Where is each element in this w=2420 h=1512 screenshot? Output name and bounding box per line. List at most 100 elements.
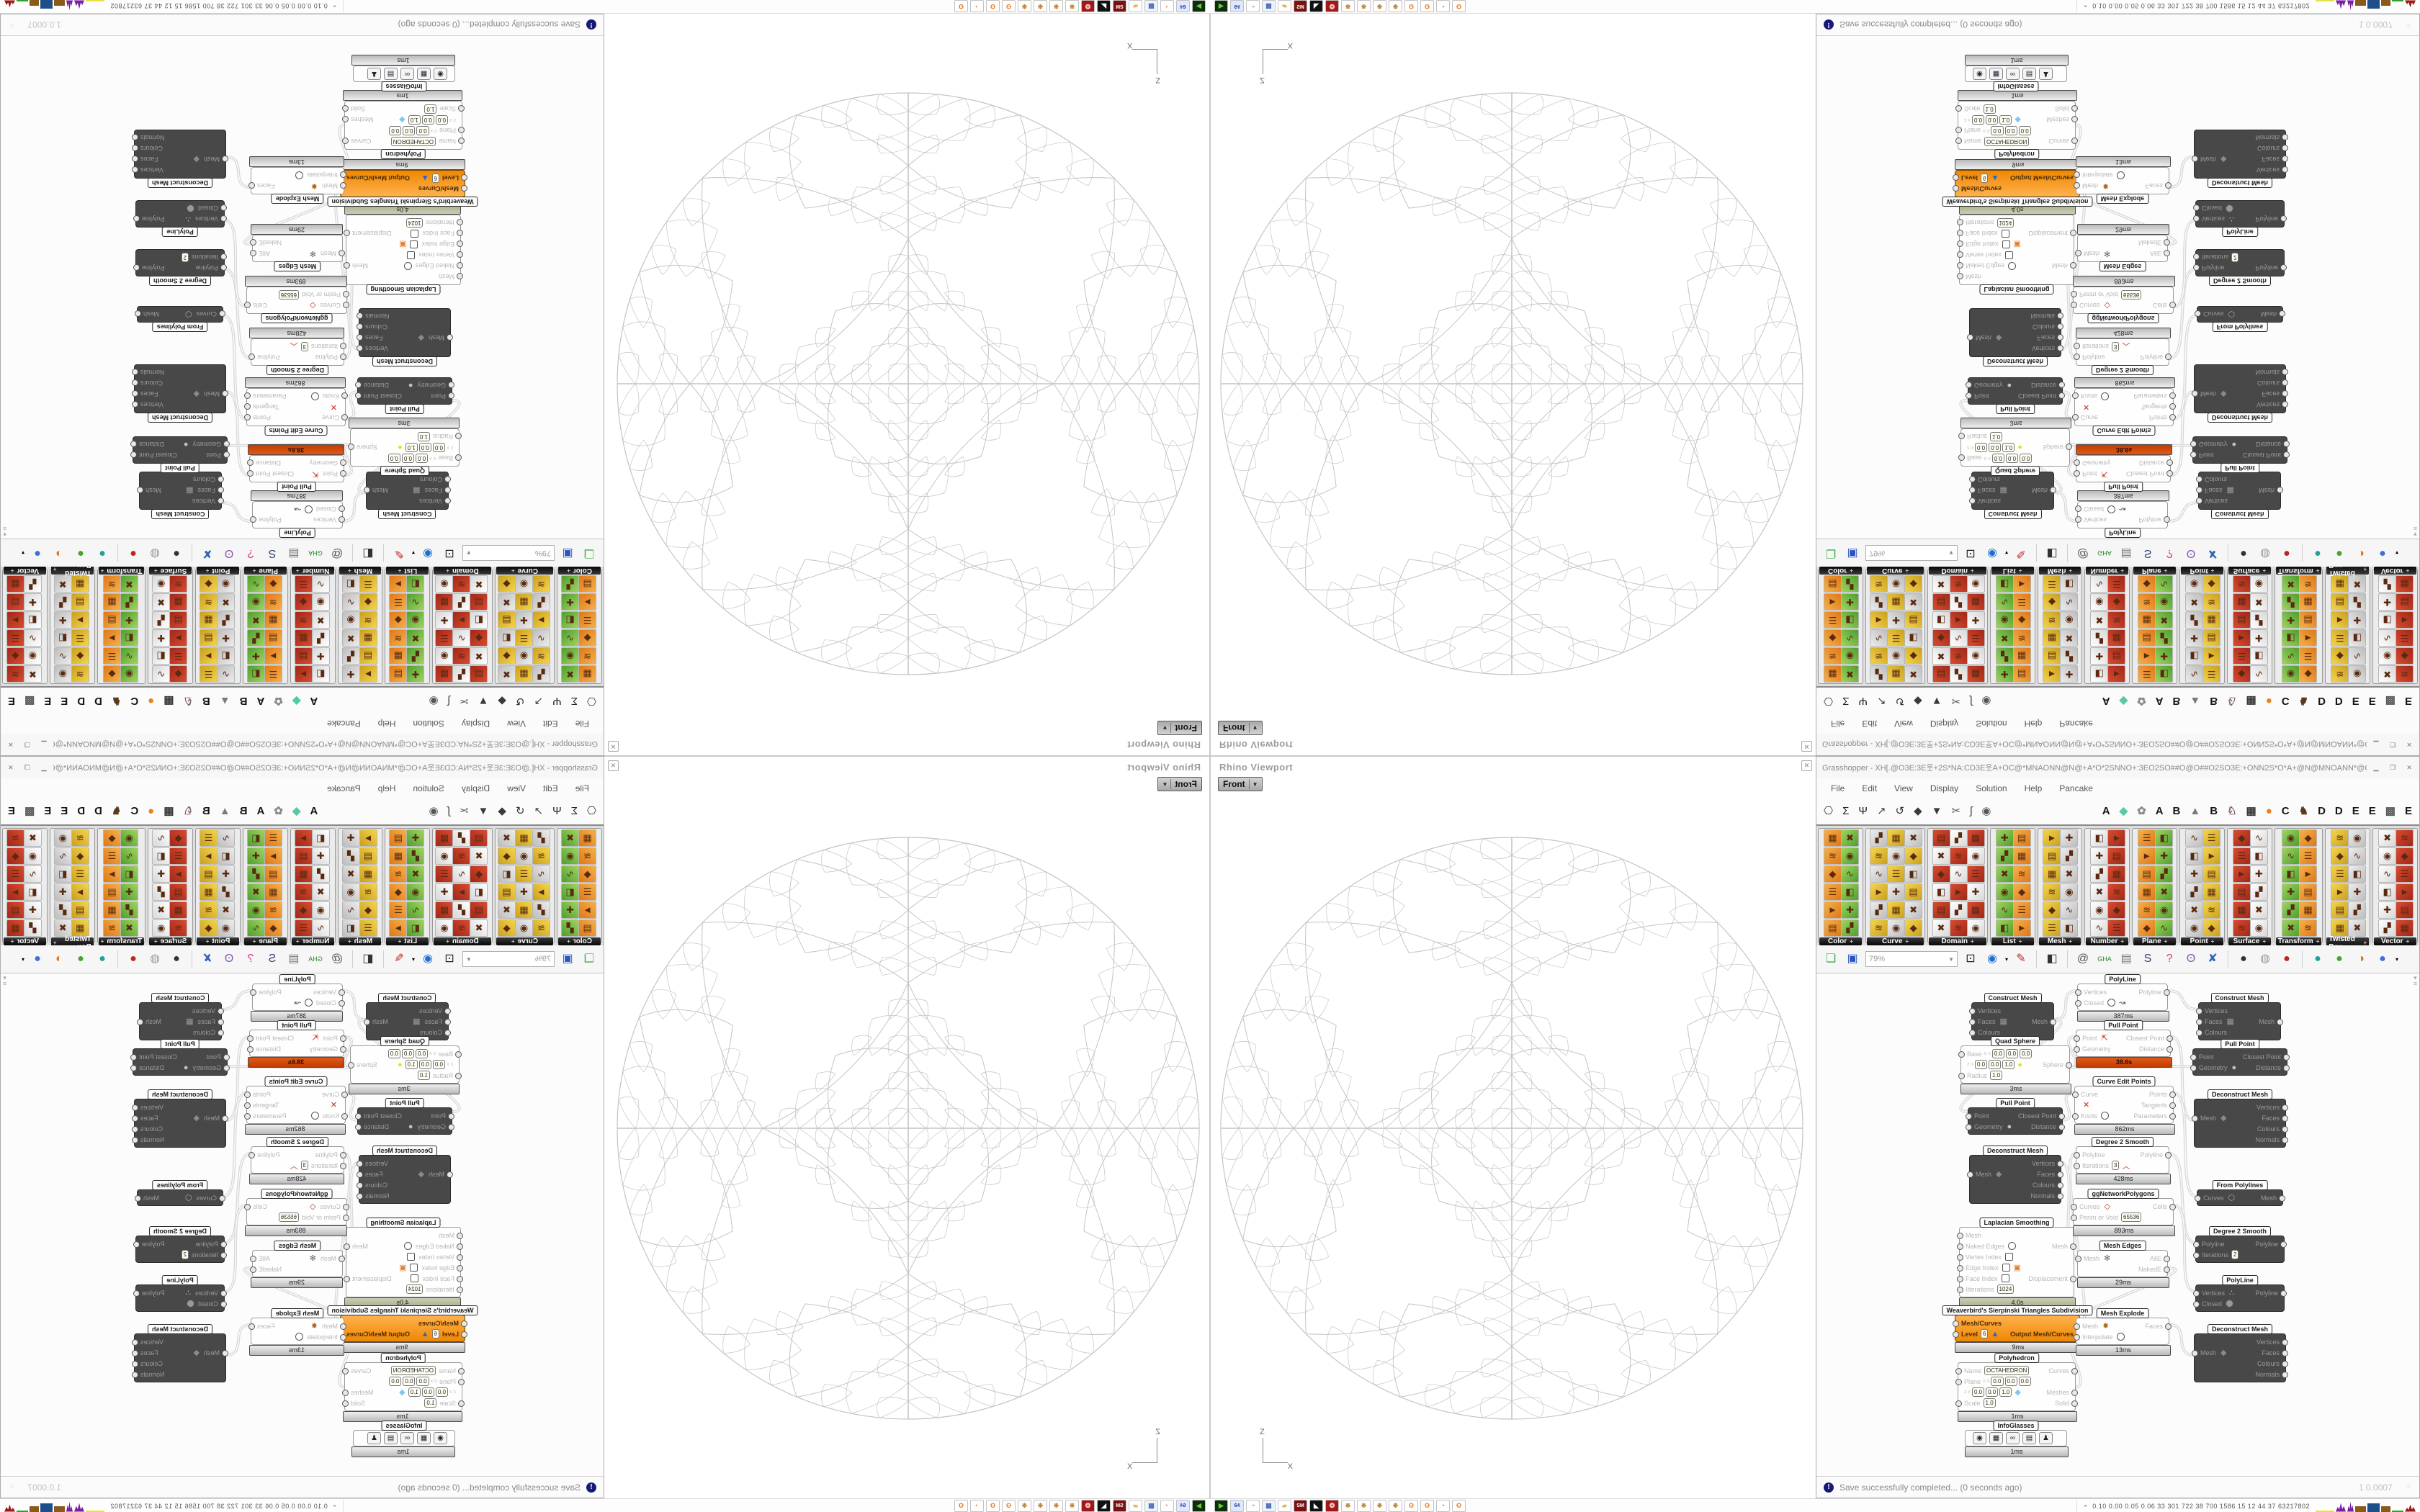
component-icon[interactable]: ▦ xyxy=(435,593,454,611)
component-icon[interactable]: ◧ xyxy=(23,883,42,901)
component-icon[interactable]: ◉ xyxy=(1995,611,2014,629)
note-icon[interactable]: ▤ xyxy=(2120,953,2132,965)
component-icon[interactable]: ◉ xyxy=(1966,919,1985,937)
infoglasses-button[interactable]: ◉ xyxy=(1973,68,1986,80)
component-icon[interactable]: ∿ xyxy=(1870,629,1888,647)
component-icon[interactable]: ∿ xyxy=(1870,865,1888,883)
component-icon[interactable]: ∿ xyxy=(341,901,360,919)
component-icon[interactable]: ◧ xyxy=(1904,865,1923,883)
menu-solution[interactable]: Solution xyxy=(1976,783,2007,793)
component-icon[interactable]: ◆ xyxy=(1823,865,1842,883)
gh-component[interactable]: Vertices ∴ Polyline Closed xyxy=(2193,1284,2287,1312)
component-icon[interactable]: ▦ xyxy=(2043,865,2061,883)
component-icon[interactable]: ► xyxy=(71,883,89,901)
component-icon[interactable]: ∿ xyxy=(53,647,72,665)
tab-surface-icon[interactable]: ◆ xyxy=(498,695,506,707)
toggle-circle[interactable] xyxy=(2107,999,2116,1007)
component-icon[interactable]: ▞ xyxy=(406,847,425,865)
component-icon[interactable]: ∿ xyxy=(2185,665,2204,683)
component-icon[interactable]: ✖ xyxy=(1904,593,1923,611)
paint-palette-icon[interactable]: ❉ xyxy=(1034,1499,1047,1512)
component-icon[interactable]: ∿ xyxy=(216,829,235,847)
component-icon[interactable]: ∿ xyxy=(152,829,171,847)
panel-label-6[interactable]: Plane + xyxy=(243,567,287,575)
component-icon[interactable]: ✚ xyxy=(2060,829,2079,847)
open-file-icon[interactable]: ❏ xyxy=(1825,953,1837,965)
chevron-down-icon[interactable]: ▼ xyxy=(1252,724,1258,732)
value-chip[interactable]: 1.0 xyxy=(1999,1387,2012,1397)
close-icon[interactable]: ✕ xyxy=(608,741,619,752)
value-chip[interactable]: 1024 xyxy=(405,218,424,228)
plugin-tab-7[interactable]: ♘ xyxy=(183,805,193,817)
panel-expand-icon[interactable]: + xyxy=(2120,938,2125,945)
close-icon[interactable]: ✕ xyxy=(2406,741,2412,748)
plugin-tab-2[interactable]: ✿ xyxy=(2137,695,2146,707)
chevron-down-icon[interactable]: ▾ xyxy=(2005,955,2009,963)
component-icon[interactable]: ☰ xyxy=(514,865,533,883)
component-icon[interactable]: ◧ xyxy=(2348,629,2367,647)
component-icon[interactable]: ✚ xyxy=(216,865,235,883)
plugin-tab-1[interactable]: ◆ xyxy=(2119,805,2128,817)
component-icon[interactable]: ▦ xyxy=(435,829,454,847)
component-icon[interactable]: ▞ xyxy=(23,919,42,937)
tab-transform-icon[interactable]: ʃ xyxy=(447,695,450,707)
value-chip[interactable]: 6 xyxy=(1981,174,1989,183)
menu-view[interactable]: View xyxy=(507,719,526,729)
component-icon[interactable]: ◉ xyxy=(2348,829,2367,847)
component-icon[interactable]: ◉ xyxy=(2249,919,2268,937)
panel-label-9[interactable]: Transform + xyxy=(98,937,145,945)
component-icon[interactable]: ◧ xyxy=(2090,665,2109,683)
value-chip[interactable]: 0.0 xyxy=(1991,454,2004,463)
component-icon[interactable]: ► xyxy=(2043,665,2061,683)
plugin-tab-0[interactable]: A xyxy=(2102,695,2110,707)
preview-eye-icon[interactable]: ◉ xyxy=(423,547,433,559)
gh-component[interactable]: Curves ◇ Cells Perim or Void 65536 xyxy=(2071,1198,2176,1225)
gh-component[interactable]: Point Closest Point Geometry ● Distance xyxy=(130,436,230,464)
bw-app-icon[interactable]: ◣ xyxy=(1097,0,1111,13)
viewport-projection-tab[interactable]: Front ▼ xyxy=(1218,777,1263,791)
value-chip[interactable]: 0.0 xyxy=(435,1387,449,1397)
chevron-down-icon[interactable]: ▼ xyxy=(1162,724,1168,732)
toggle-circle[interactable] xyxy=(310,1112,319,1120)
component-icon[interactable]: ✚ xyxy=(1966,611,1985,629)
toggle-circle[interactable] xyxy=(2116,1333,2125,1341)
value-chip[interactable]: 65536 xyxy=(278,290,299,300)
component-icon[interactable]: ◧ xyxy=(23,611,42,629)
component-icon[interactable]: ☰ xyxy=(71,629,89,647)
component-icon[interactable]: ▞ xyxy=(311,865,330,883)
component-icon[interactable]: ▤ xyxy=(2232,611,2251,629)
gh-component[interactable]: Vertices Mesh ◆ Faces Colours Normals xyxy=(132,1333,228,1382)
tab-surface-icon[interactable]: ◆ xyxy=(1914,695,1922,707)
panel-label-0[interactable]: Color + xyxy=(1819,937,1862,945)
panel-label-5[interactable]: Number + xyxy=(291,937,334,945)
component-icon[interactable]: ◧ xyxy=(2060,575,2079,593)
component-icon[interactable]: ▦ xyxy=(102,593,121,611)
quality-draft-icon[interactable]: ● xyxy=(2314,953,2321,965)
plugin-tab-2[interactable]: ✿ xyxy=(274,805,283,817)
component-icon[interactable]: ✚ xyxy=(246,647,265,665)
component-icon[interactable]: ◉ xyxy=(514,919,533,937)
node-canvas[interactable]: ▾ ≡ Construct Mesh Vertices Faces ▦ Mesh Colou… xyxy=(1816,36,2419,539)
canvas-scrollbar[interactable]: ▾ ≡ xyxy=(2413,974,2417,987)
component-icon[interactable]: ◆ xyxy=(2107,901,2126,919)
component-icon[interactable]: ▤ xyxy=(389,829,408,847)
component-icon[interactable]: ✖ xyxy=(120,919,138,937)
tab-vector-icon[interactable]: ↗ xyxy=(1876,805,1886,817)
component-icon[interactable]: ✚ xyxy=(2282,611,2300,629)
component-icon[interactable]: ► xyxy=(2202,647,2221,665)
component-icon[interactable]: ► xyxy=(169,629,188,647)
toggle-circle[interactable] xyxy=(403,1242,412,1250)
menu-file[interactable]: File xyxy=(1831,783,1845,793)
component-icon[interactable]: ▞ xyxy=(23,575,42,593)
tab-display-icon[interactable]: ◉ xyxy=(1981,695,1991,707)
plugin-tab-8[interactable]: ▦ xyxy=(2246,805,2257,817)
value-chip[interactable]: 0.0 xyxy=(389,1377,402,1386)
finder-icon[interactable]: S xyxy=(2143,953,2152,965)
chevron-down-icon[interactable]: ▼ xyxy=(466,955,472,963)
note-icon[interactable]: ▤ xyxy=(288,953,300,965)
tab-display-icon[interactable]: ◉ xyxy=(1981,805,1991,817)
paint-palette-icon[interactable]: ❉ xyxy=(1341,0,1355,13)
component-icon[interactable]: ☰ xyxy=(1823,883,1842,901)
component-icon[interactable]: ◉ xyxy=(514,647,533,665)
component-icon[interactable]: ▤ xyxy=(359,847,377,865)
